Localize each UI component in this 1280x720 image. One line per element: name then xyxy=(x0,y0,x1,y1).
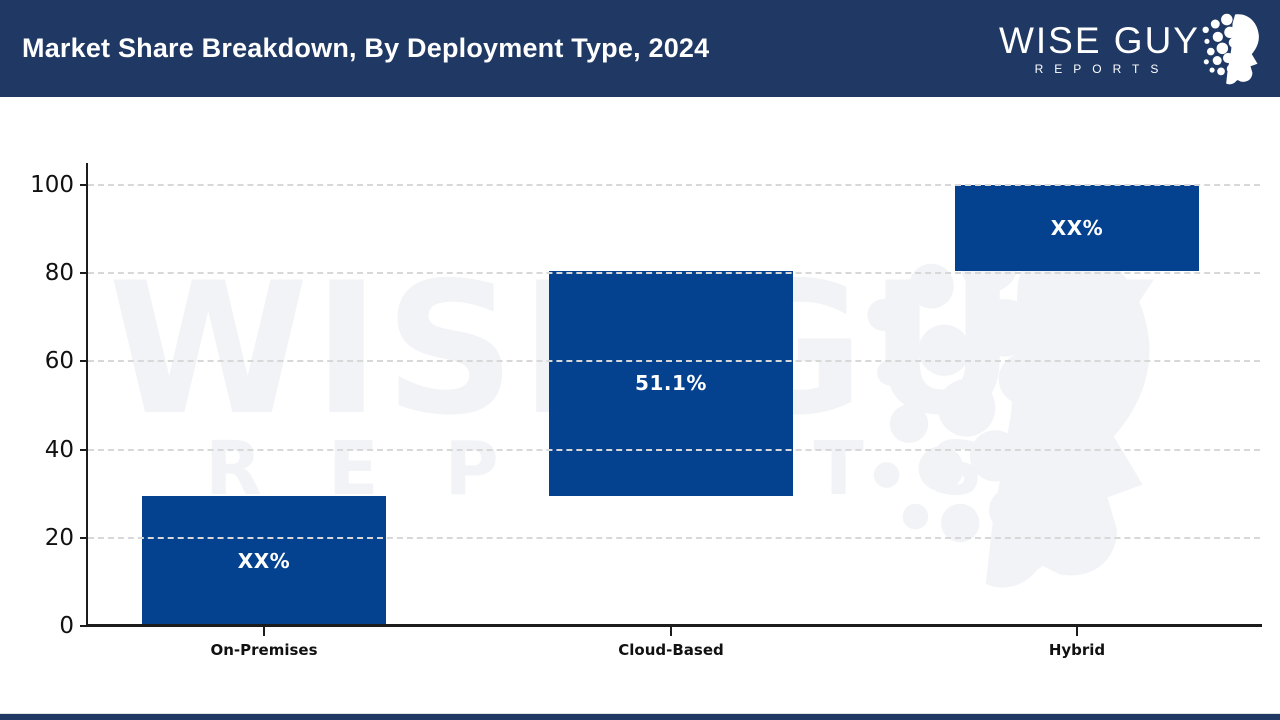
gridline-y-20 xyxy=(88,536,1260,539)
brand-logo: WISE GUY REPORTS xyxy=(999,8,1262,90)
y-tick-label-60: 60 xyxy=(44,348,74,375)
gridline-y-100 xyxy=(88,184,1260,186)
y-tick-60 xyxy=(80,360,88,363)
bar-value-label: XX% xyxy=(237,548,291,573)
x-tick-2 xyxy=(670,627,672,636)
brand-name: WISE GUY xyxy=(998,19,1200,61)
y-tick-20 xyxy=(80,536,88,539)
gridline-y-80 xyxy=(88,272,1260,275)
category-label-hybrid: Hybrid xyxy=(1048,641,1106,659)
y-tick-label-100: 100 xyxy=(30,172,74,198)
bar-value-label: XX% xyxy=(1050,215,1104,240)
y-tick-0 xyxy=(80,625,88,627)
y-tick-80 xyxy=(80,272,88,275)
y-tick-label-20: 20 xyxy=(44,524,74,551)
x-tick-3 xyxy=(1076,627,1078,636)
page-title: Market Share Breakdown, By Deployment Ty… xyxy=(22,33,710,63)
y-tick-label-0: 0 xyxy=(59,613,74,639)
brand-logo-text: WISE GUY REPORTS xyxy=(999,22,1200,76)
gridline-y-60 xyxy=(88,360,1260,363)
y-tick-40 xyxy=(80,448,88,451)
category-label-cloud-based: Cloud-Based xyxy=(618,641,724,659)
bar-on-premises: XX% xyxy=(142,495,386,626)
bar-value-label: 51.1% xyxy=(635,371,707,396)
bar-hybrid: XX% xyxy=(955,185,1199,271)
bar-cloud-based: 51.1% xyxy=(549,270,793,496)
y-axis-line xyxy=(86,163,88,627)
dotted-head-profile-icon xyxy=(1202,13,1259,84)
y-tick-100 xyxy=(80,184,88,186)
x-tick-1 xyxy=(263,627,265,636)
category-label-on-premises: On-Premises xyxy=(210,641,318,659)
y-tick-label-80: 80 xyxy=(44,260,74,287)
header-bar: Market Share Breakdown, By Deployment Ty… xyxy=(0,0,1280,97)
y-tick-label-40: 40 xyxy=(44,436,74,463)
footer-bar xyxy=(0,713,1280,720)
gridline-y-40 xyxy=(88,448,1260,451)
x-axis-line xyxy=(86,624,1262,627)
brand-subtitle: REPORTS xyxy=(1034,61,1170,76)
